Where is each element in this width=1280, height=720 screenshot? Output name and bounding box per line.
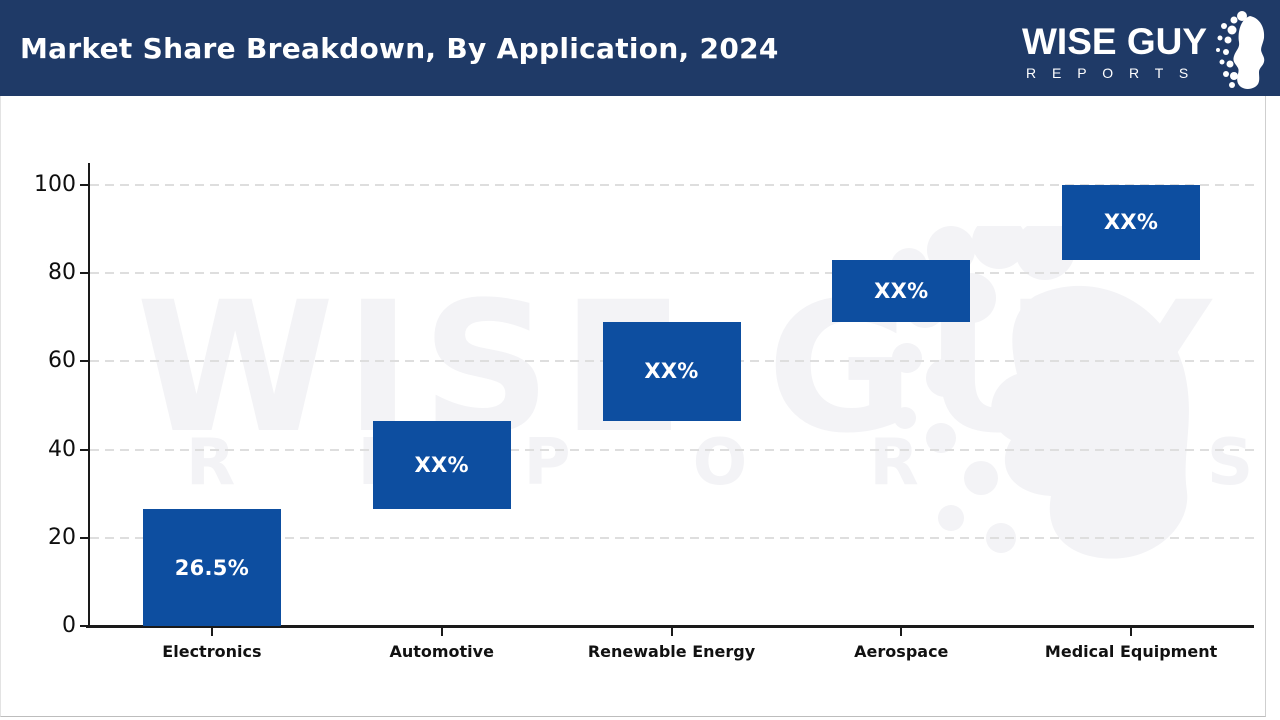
x-tick-label-electronics: Electronics: [162, 642, 262, 661]
plot-area: 0 20 40 60 80 100 26.5% Electronics XX% Automotiv…: [1, 96, 1265, 716]
x-tickmark-aerospace: [900, 628, 903, 636]
x-tickmark-renewable-energy: [670, 628, 673, 636]
header-bar: Market Share Breakdown, By Application, …: [0, 0, 1280, 96]
bar-aerospace: XX%: [832, 259, 971, 322]
y-tick-label-100: 100: [34, 172, 76, 197]
chart-canvas: WISE GUY R E P O R T S 0 20 40 60 80 100 26.5%…: [0, 96, 1266, 717]
y-tickmark-20: [80, 536, 88, 539]
bar-automotive: XX%: [372, 420, 511, 510]
x-tickmark-medical-equipment: [1130, 628, 1133, 636]
y-tickmark-0: [80, 625, 88, 627]
x-tick-label-renewable-energy: Renewable Energy: [587, 642, 756, 661]
page-title: Market Share Breakdown, By Application, …: [20, 31, 779, 65]
y-axis-spine: [88, 163, 90, 628]
y-tick-label-60: 60: [48, 348, 76, 374]
bar-value-label-automotive: XX%: [414, 453, 469, 478]
bar-value-label-electronics: 26.5%: [174, 555, 250, 580]
y-tickmark-80: [80, 272, 88, 275]
y-tickmark-100: [80, 184, 88, 186]
bar-medical-equipment: XX%: [1062, 185, 1201, 260]
y-tickmark-40: [80, 448, 88, 451]
bar-electronics: 26.5%: [142, 509, 281, 626]
bar-value-label-aerospace: XX%: [874, 278, 929, 303]
x-tick-label-automotive: Automotive: [389, 642, 494, 661]
logo-wiseguy-text: WISE GUY: [1022, 21, 1207, 62]
y-tick-label-0: 0: [62, 613, 76, 638]
gridline-20: [90, 536, 1254, 539]
y-tick-label-80: 80: [48, 260, 76, 286]
x-tickmark-electronics: [210, 628, 213, 636]
wise-guy-reports-logo: WISE GUY R E P O R T S: [1022, 11, 1265, 89]
bar-value-label-medical-equipment: XX%: [1103, 210, 1159, 235]
x-tick-label-medical-equipment: Medical Equipment: [1044, 642, 1218, 661]
y-tick-label-40: 40: [48, 436, 76, 462]
gridline-40: [90, 448, 1254, 451]
watermark-face-icon: [867, 226, 1189, 559]
bar-renewable-energy: XX%: [602, 321, 741, 421]
x-tickmark-automotive: [440, 628, 443, 636]
x-tick-label-aerospace: Aerospace: [854, 642, 949, 661]
y-tickmark-60: [80, 360, 88, 363]
gridline-80: [90, 272, 1254, 275]
bar-value-label-renewable-energy: XX%: [644, 359, 699, 384]
gridline-100: [90, 184, 1254, 186]
y-tick-label-20: 20: [48, 524, 76, 550]
logo-reports-text: R E P O R T S: [1026, 65, 1194, 81]
x-axis-spine: [86, 625, 1254, 628]
logo-face-icon: [1216, 11, 1265, 89]
